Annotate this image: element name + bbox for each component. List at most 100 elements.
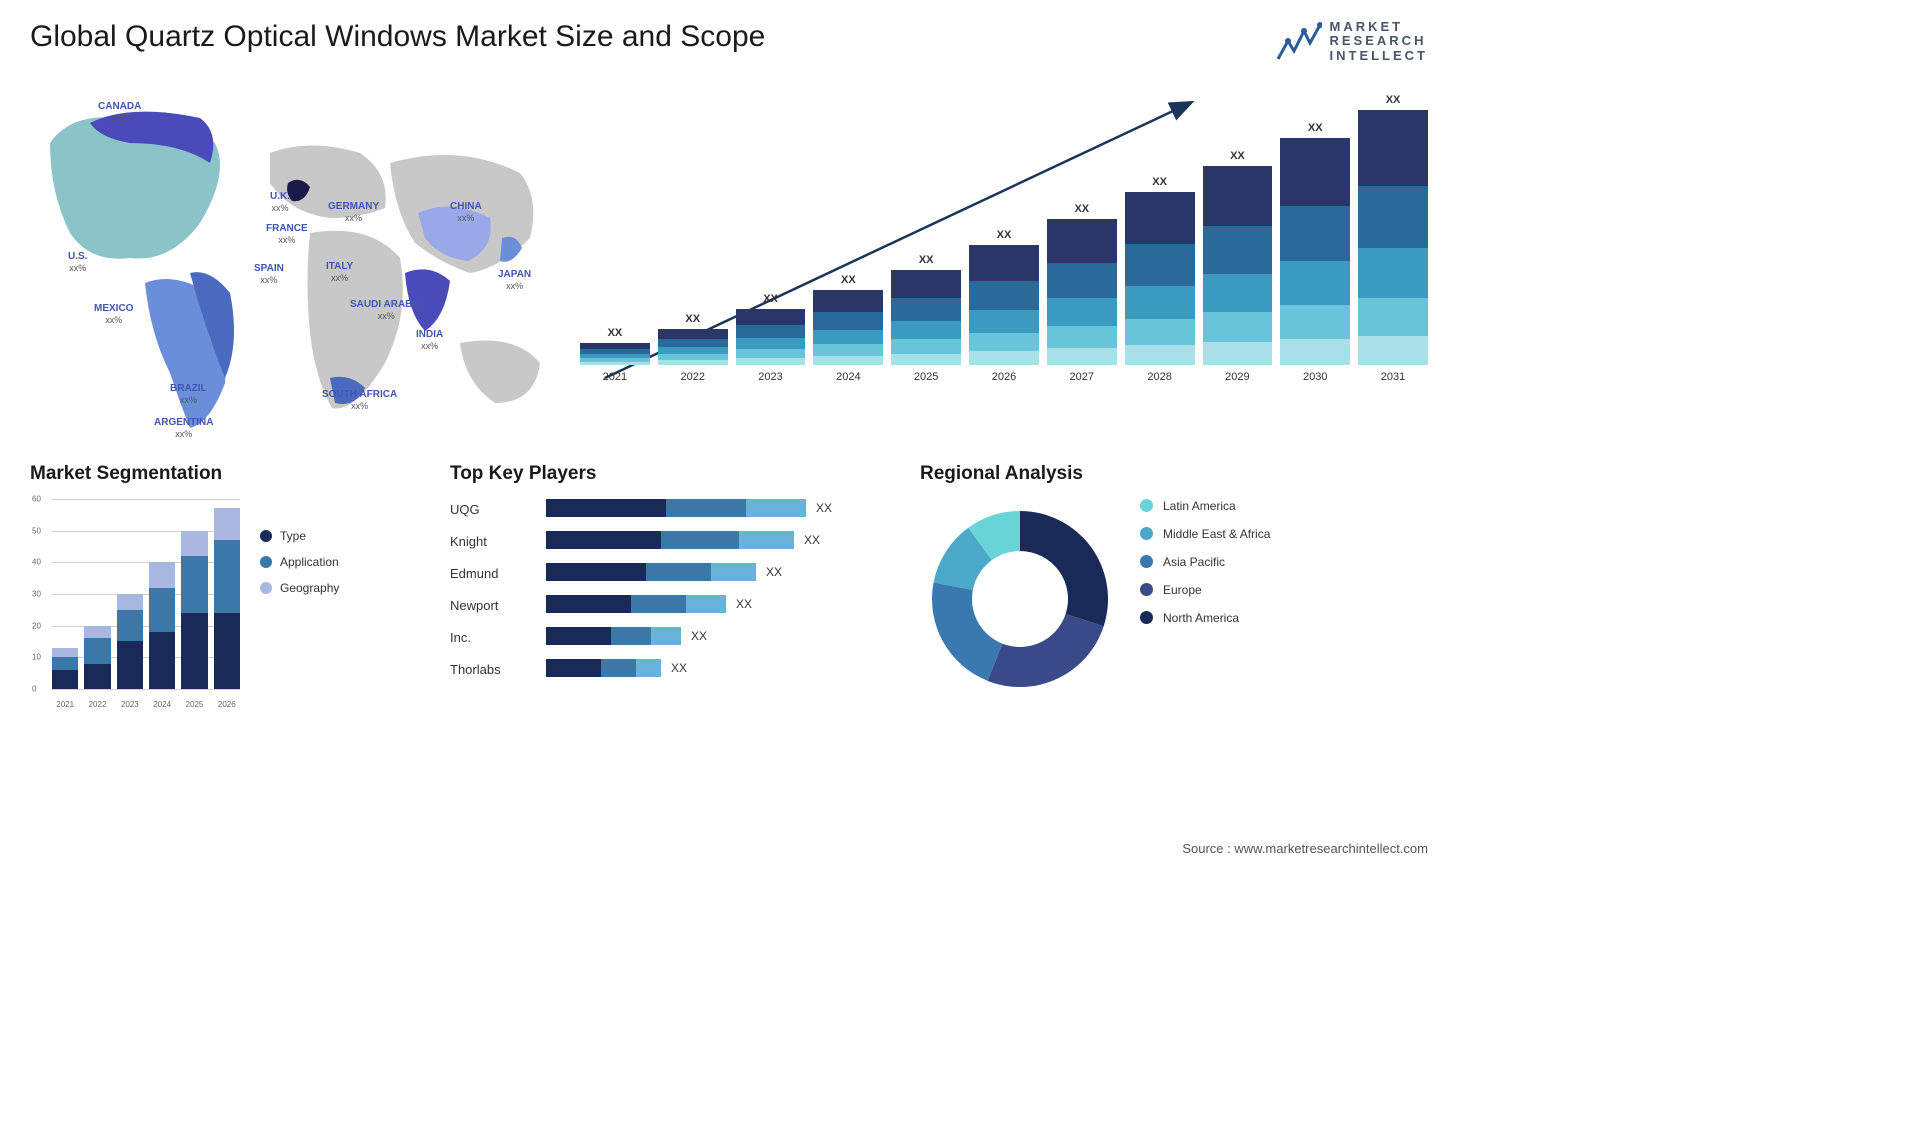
- main-bar-group: XX 2023: [736, 293, 806, 383]
- map-label: GERMANYxx%: [328, 201, 379, 225]
- legend-swatch-icon: [260, 582, 272, 594]
- map-label: CHINAxx%: [450, 201, 482, 225]
- regional-legend: Latin AmericaMiddle East & AfricaAsia Pa…: [1140, 499, 1428, 704]
- donut-legend-item: North America: [1140, 611, 1428, 625]
- player-row: XX: [546, 595, 890, 613]
- legend-label: Application: [280, 555, 339, 569]
- source-attribution: Source : www.marketresearchintellect.com: [1182, 841, 1428, 856]
- main-bar-seg: [969, 351, 1039, 365]
- segmentation-chart: 0102030405060 202120222023202420252026: [30, 499, 240, 709]
- player-bar-seg: [666, 499, 746, 517]
- players-bars: XXXXXXXXXXXX: [546, 499, 890, 679]
- main-bar-seg: [736, 325, 806, 338]
- legend-label: Type: [280, 529, 306, 543]
- player-row: XX: [546, 531, 890, 549]
- map-label: MEXICOxx%: [94, 303, 133, 327]
- player-value: XX: [816, 501, 832, 515]
- main-bar-seg: [1203, 226, 1273, 274]
- main-bar-value: XX: [1308, 122, 1323, 134]
- main-bar-group: XX2031: [1358, 94, 1428, 383]
- seg-bar-seg: [84, 626, 110, 639]
- main-bar-seg: [891, 321, 961, 339]
- main-bar-value: XX: [1152, 176, 1167, 188]
- main-bar-seg: [891, 354, 961, 365]
- seg-bar-seg: [181, 556, 207, 613]
- player-row: XX: [546, 659, 890, 677]
- seg-bar-seg: [214, 508, 240, 540]
- main-bar-value: XX: [763, 293, 778, 305]
- main-bar-seg: [736, 338, 806, 349]
- main-bar-seg: [1125, 345, 1195, 365]
- main-bar-seg: [658, 347, 728, 354]
- grid-label: 20: [32, 621, 41, 630]
- donut-slice: [988, 614, 1104, 687]
- player-bar-seg: [546, 563, 646, 581]
- main-bar-seg: [813, 312, 883, 330]
- main-bar: [1280, 138, 1350, 365]
- legend-label: Asia Pacific: [1163, 555, 1225, 569]
- main-bar-year: 2026: [992, 371, 1016, 383]
- main-bar-seg: [1125, 319, 1195, 345]
- grid-label: 0: [32, 684, 36, 693]
- map-label: SOUTH AFRICAxx%: [322, 389, 397, 413]
- main-bar-seg: [1358, 110, 1428, 186]
- legend-swatch-icon: [260, 530, 272, 542]
- main-bar-seg: [969, 310, 1039, 333]
- seg-bar-seg: [181, 613, 207, 689]
- player-bar-seg: [546, 531, 661, 549]
- seg-year-label: 2021: [52, 700, 78, 709]
- seg-bar-seg: [52, 657, 78, 670]
- logo-line2: RESEARCH: [1330, 34, 1429, 48]
- main-bar-year: 2024: [836, 371, 860, 383]
- main-bar-seg: [969, 245, 1039, 281]
- main-bar-seg: [969, 281, 1039, 310]
- player-bar-seg: [711, 563, 756, 581]
- player-bar-seg: [546, 659, 601, 677]
- main-bar-year: 2027: [1070, 371, 1094, 383]
- seg-bar-seg: [149, 588, 175, 632]
- main-bar: [736, 309, 806, 365]
- map-label: JAPANxx%: [498, 269, 531, 293]
- main-bar-seg: [1280, 261, 1350, 305]
- main-bar-seg: [1203, 312, 1273, 342]
- player-bar: [546, 595, 726, 613]
- player-bar-seg: [601, 659, 636, 677]
- main-bar-seg: [1280, 305, 1350, 339]
- main-bar-seg: [1280, 206, 1350, 261]
- legend-swatch-icon: [1140, 611, 1153, 624]
- seg-bar-seg: [117, 610, 143, 642]
- player-bar: [546, 499, 806, 517]
- seg-bar-seg: [181, 531, 207, 556]
- logo-mark-icon: [1276, 21, 1322, 61]
- main-bar-seg: [1047, 298, 1117, 326]
- main-bar-seg: [813, 330, 883, 344]
- map-label: CANADAxx%: [98, 101, 141, 125]
- main-bar-year: 2023: [758, 371, 782, 383]
- grid-label: 50: [32, 526, 41, 535]
- player-value: XX: [736, 597, 752, 611]
- player-bar-seg: [686, 595, 726, 613]
- world-map: CANADAxx%U.S.xx%MEXICOxx%BRAZILxx%ARGENT…: [30, 83, 550, 433]
- main-bar: [580, 343, 650, 365]
- main-bar-seg: [1203, 342, 1273, 365]
- main-bar-year: 2028: [1147, 371, 1171, 383]
- main-bar-seg: [1047, 263, 1117, 298]
- donut-legend-item: Latin America: [1140, 499, 1428, 513]
- player-bar-seg: [546, 595, 631, 613]
- legend-swatch-icon: [1140, 499, 1153, 512]
- seg-bar-seg: [84, 664, 110, 689]
- regional-title: Regional Analysis: [920, 463, 1428, 485]
- map-label: BRAZILxx%: [170, 383, 207, 407]
- brand-logo: MARKET RESEARCH INTELLECT: [1276, 20, 1429, 63]
- players-title: Top Key Players: [450, 463, 890, 485]
- logo-line3: INTELLECT: [1330, 49, 1429, 63]
- map-label: SPAINxx%: [254, 263, 284, 287]
- main-bar-seg: [1125, 192, 1195, 244]
- main-bar-seg: [658, 360, 728, 365]
- main-bar-seg: [1125, 244, 1195, 286]
- legend-swatch-icon: [1140, 555, 1153, 568]
- main-bar-seg: [1358, 298, 1428, 336]
- seg-bar: [214, 508, 240, 688]
- main-bar: [969, 245, 1039, 365]
- map-label: ITALYxx%: [326, 261, 353, 285]
